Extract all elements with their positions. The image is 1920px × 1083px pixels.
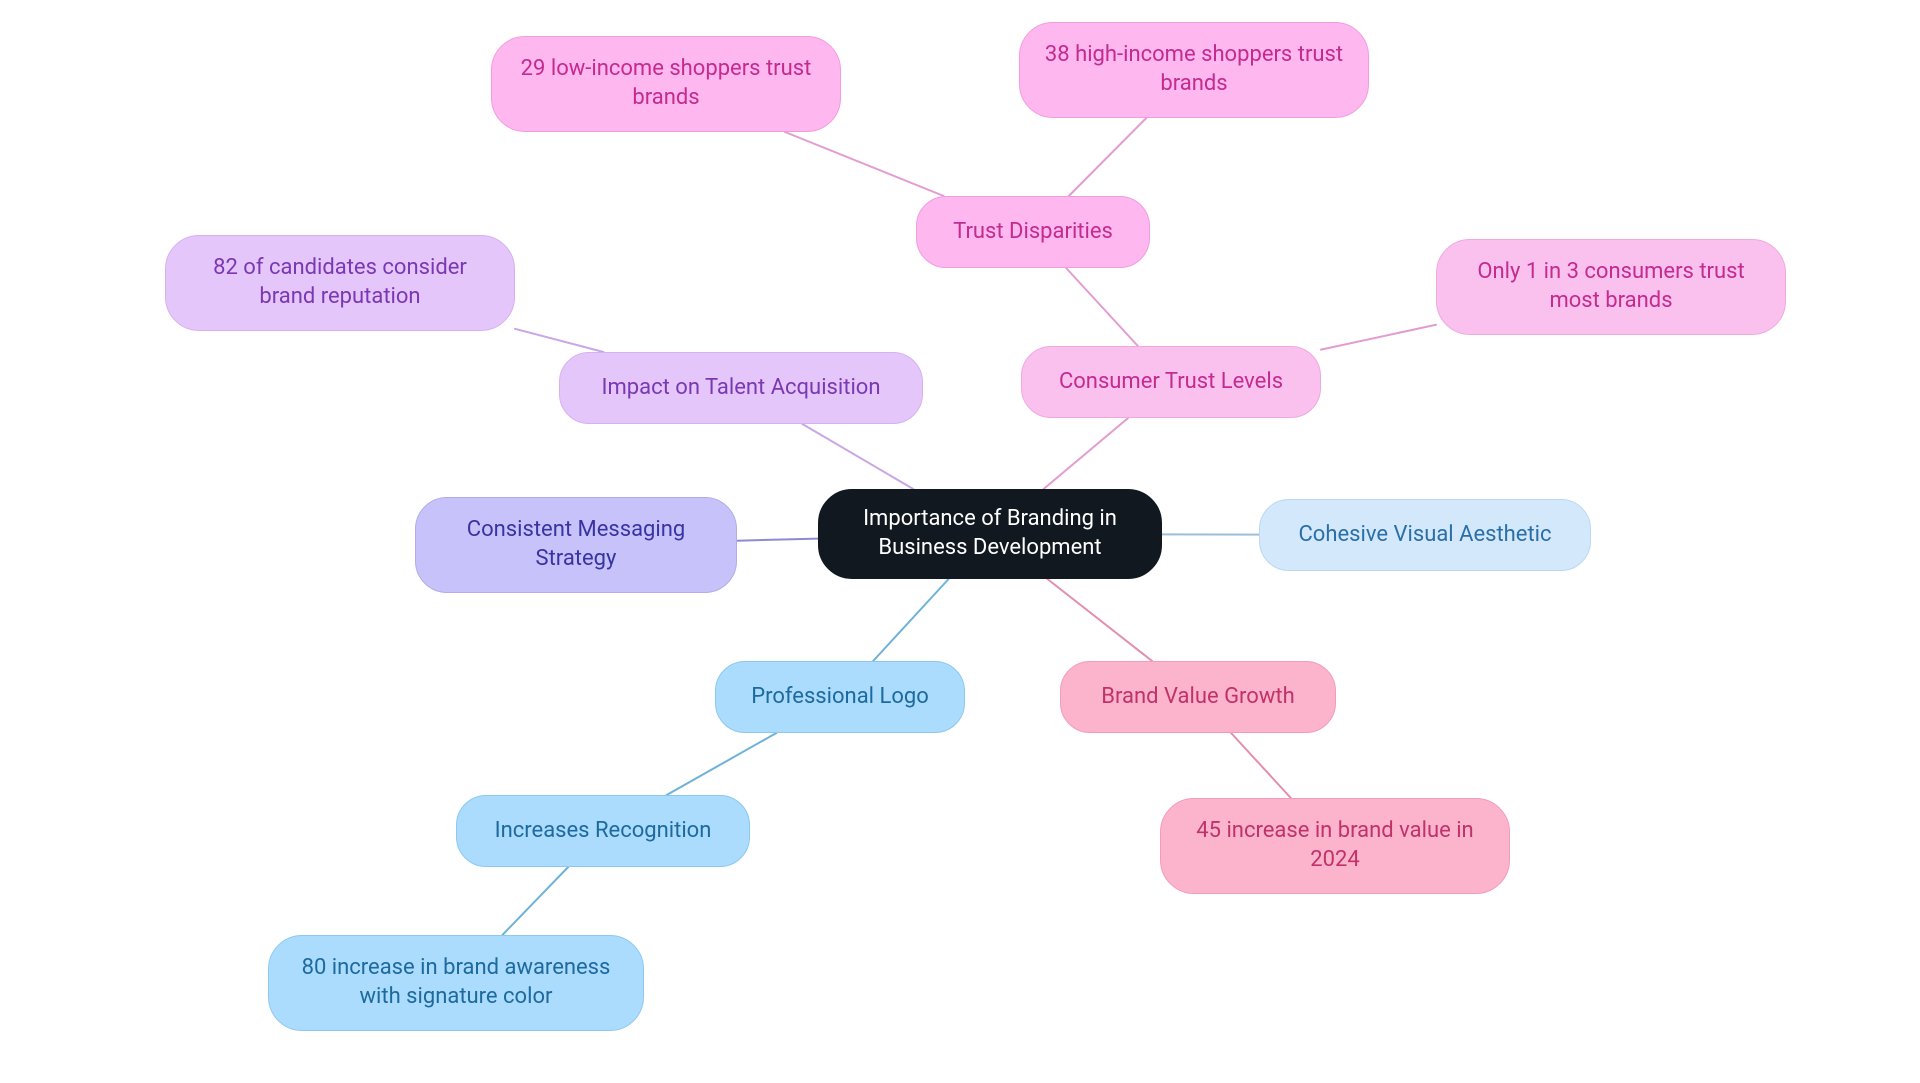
node-label: Impact on Talent Acquisition: [602, 374, 881, 403]
node-awareness-stat: 80 increase in brand awareness with sign…: [268, 935, 644, 1031]
node-brand-value-stat: 45 increase in brand value in 2024: [1160, 798, 1510, 894]
node-visual-aesthetic: Cohesive Visual Aesthetic: [1259, 499, 1591, 571]
node-label: Importance of Branding in Business Devel…: [843, 505, 1137, 562]
node-label: Brand Value Growth: [1101, 683, 1294, 712]
node-trust-stat: Only 1 in 3 consumers trust most brands: [1436, 239, 1786, 335]
edge-center-messaging: [737, 539, 818, 541]
node-label: 82 of candidates consider brand reputati…: [190, 254, 490, 311]
node-label: Increases Recognition: [495, 817, 712, 846]
node-pro-logo: Professional Logo: [715, 661, 965, 733]
node-label: Consumer Trust Levels: [1059, 368, 1283, 397]
node-talent-stat: 82 of candidates consider brand reputati…: [165, 235, 515, 331]
edge-trust-disparities-low-income: [785, 132, 944, 196]
node-label: Only 1 in 3 consumers trust most brands: [1461, 258, 1761, 315]
node-trust-disparities: Trust Disparities: [916, 196, 1150, 268]
node-label: Consistent Messaging Strategy: [440, 516, 712, 573]
node-low-income: 29 low-income shoppers trust brands: [491, 36, 841, 132]
node-talent: Impact on Talent Acquisition: [559, 352, 923, 424]
node-label: 29 low-income shoppers trust brands: [516, 55, 816, 112]
edge-center-pro-logo: [873, 579, 948, 661]
edge-talent-talent-stat: [515, 329, 604, 352]
node-label: Professional Logo: [751, 683, 929, 712]
node-trust-levels: Consumer Trust Levels: [1021, 346, 1321, 418]
node-label: Cohesive Visual Aesthetic: [1298, 521, 1551, 550]
edge-center-talent: [802, 424, 913, 489]
edge-center-brand-value: [1047, 579, 1152, 661]
edge-pro-logo-recognition: [667, 733, 777, 795]
edge-recognition-awareness-stat: [502, 867, 568, 935]
edge-trust-disparities-high-income: [1069, 118, 1147, 196]
node-label: Trust Disparities: [953, 218, 1113, 247]
node-label: 38 high-income shoppers trust brands: [1044, 41, 1344, 98]
edge-brand-value-brand-value-stat: [1231, 733, 1291, 798]
edge-trust-levels-trust-stat: [1321, 325, 1436, 350]
node-recognition: Increases Recognition: [456, 795, 750, 867]
node-label: 80 increase in brand awareness with sign…: [293, 954, 619, 1011]
edge-center-trust-levels: [1044, 418, 1129, 489]
node-high-income: 38 high-income shoppers trust brands: [1019, 22, 1369, 118]
node-label: 45 increase in brand value in 2024: [1185, 817, 1485, 874]
node-center: Importance of Branding in Business Devel…: [818, 489, 1162, 579]
node-messaging: Consistent Messaging Strategy: [415, 497, 737, 593]
edge-trust-levels-trust-disparities: [1066, 268, 1138, 346]
node-brand-value: Brand Value Growth: [1060, 661, 1336, 733]
